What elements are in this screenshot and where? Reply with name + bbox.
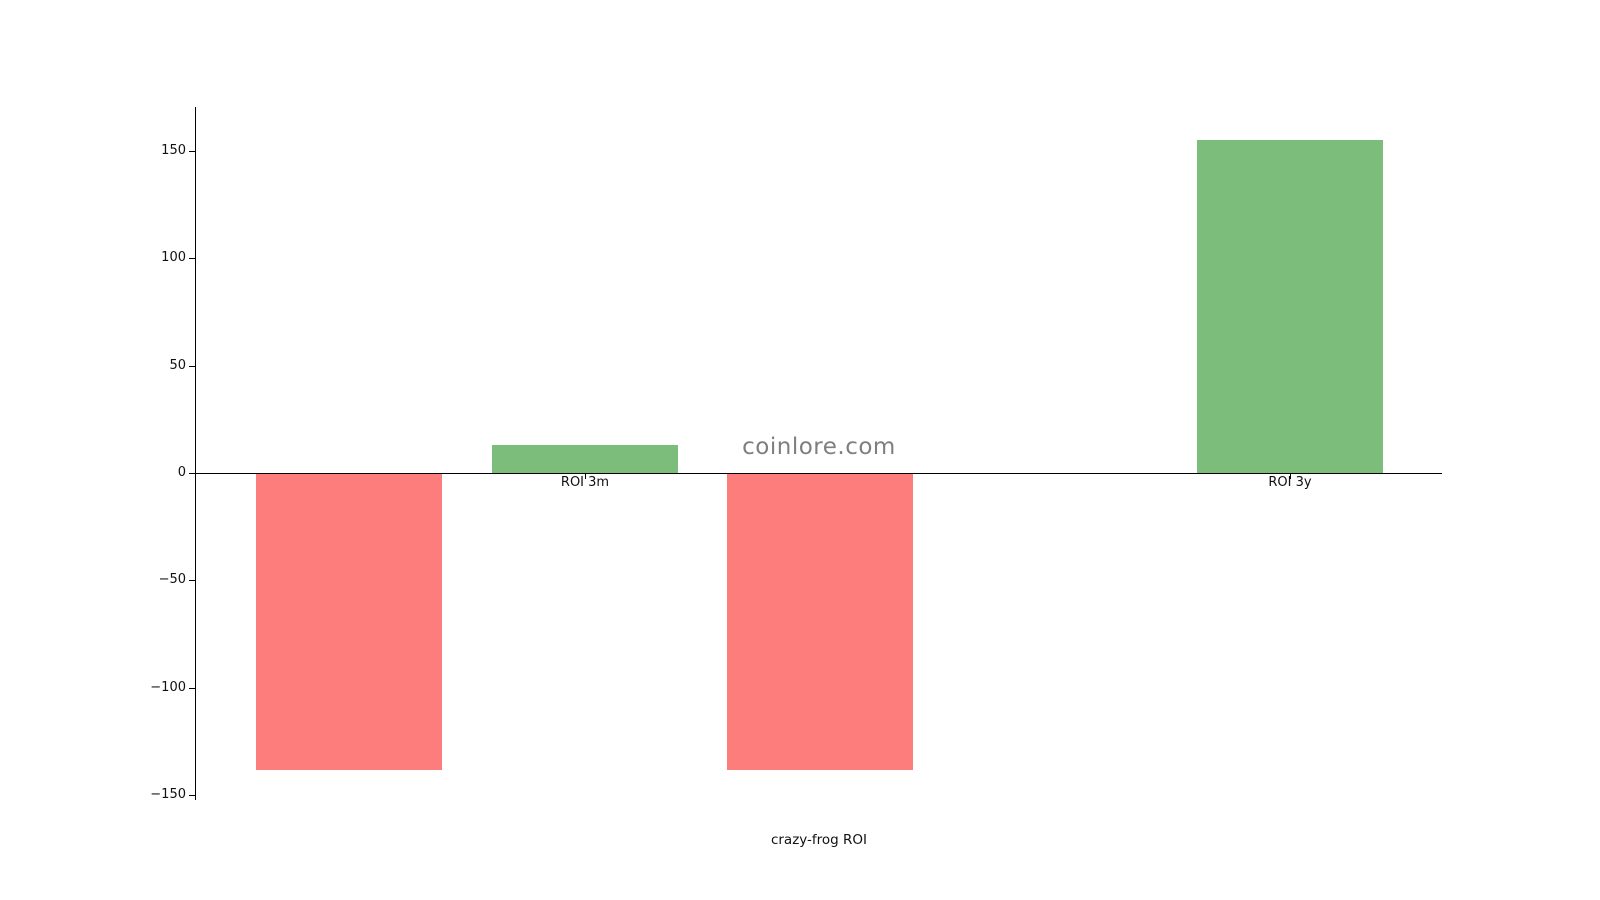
y-tick-mark: [189, 795, 195, 796]
y-tick-label: 100: [161, 250, 186, 265]
x-tick-label-roi-3m: ROI 3m: [560, 475, 610, 490]
y-tick-label: 50: [169, 358, 186, 373]
y-tick-mark: [189, 258, 195, 259]
y-axis-spine: [195, 107, 196, 800]
y-tick-mark: [189, 473, 195, 474]
bar-unlabeled-0: [256, 474, 442, 770]
y-tick-label: −50: [158, 572, 186, 587]
y-tick-label: 0: [177, 465, 186, 480]
y-tick-mark: [189, 151, 195, 152]
watermark-coinlore: coinlore.com: [742, 434, 896, 460]
y-tick-mark: [189, 580, 195, 581]
x-tick-mark-roi-3m: [585, 474, 586, 479]
x-tick-mark-roi-3y: [1290, 474, 1291, 479]
y-tick-label: 150: [161, 143, 186, 158]
y-tick-label: −100: [150, 680, 186, 695]
y-tick-mark: [189, 366, 195, 367]
y-tick-label: −150: [150, 787, 186, 802]
bar-unlabeled-2: [727, 474, 913, 770]
x-axis-title: crazy-frog ROI: [770, 832, 868, 848]
bar-roi-3y: [1197, 140, 1383, 473]
bar-roi-3m: [492, 445, 678, 473]
x-tick-label-roi-3y: ROI 3y: [1268, 475, 1312, 490]
y-tick-mark: [189, 688, 195, 689]
x-axis-zero-line: [196, 473, 1442, 474]
